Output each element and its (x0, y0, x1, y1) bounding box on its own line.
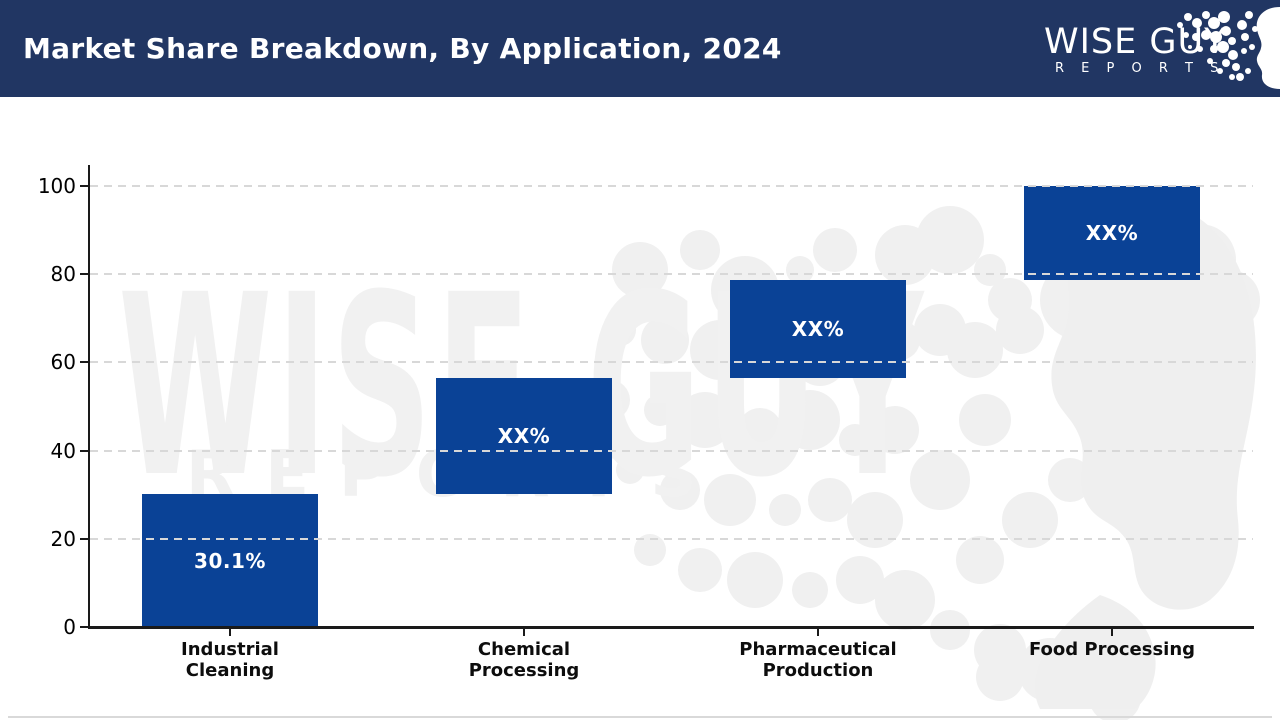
x-axis-line (88, 626, 1254, 629)
wise-guy-reports-logo: WISE GUY R E P O R T S (1044, 7, 1280, 89)
bar-value-label: 30.1% (194, 548, 266, 573)
logo-dots-face-icon (1177, 7, 1280, 89)
y-tick-label-20: 20 (50, 526, 76, 551)
category-label-2: Pharmaceutical Production (739, 639, 897, 681)
y-tick-label-0: 0 (63, 615, 76, 639)
y-tick-label-40: 40 (50, 438, 76, 463)
bar-value-label: XX% (1085, 221, 1139, 246)
y-tick-0 (80, 626, 88, 628)
category-label-0: Industrial Cleaning (181, 639, 279, 681)
bar-chemical-processing: XX% (436, 378, 612, 495)
x-tick-2 (817, 629, 819, 636)
bar-industrial-cleaning: 30.1% (142, 494, 318, 627)
logo-wordmark: WISE GUY (1044, 22, 1227, 62)
header-banner: Market Share Breakdown, By Application, … (0, 0, 1280, 97)
x-tick-0 (229, 629, 231, 636)
bar-food-processing: XX% (1024, 186, 1200, 281)
gridline-y-60 (90, 361, 1253, 364)
gridline-y-20 (90, 537, 1253, 540)
category-label-3: Food Processing (1028, 639, 1196, 660)
bottom-divider (8, 716, 1272, 718)
y-tick-100 (80, 185, 88, 187)
y-tick-40 (80, 449, 88, 452)
gridline-y-40 (90, 449, 1253, 452)
y-tick-label-100: 100 (37, 174, 76, 198)
y-tick-20 (80, 537, 88, 540)
category-label-1: Chemical Processing (468, 639, 580, 681)
bar-value-label: XX% (791, 317, 845, 342)
y-tick-80 (80, 273, 88, 276)
y-axis-line (88, 165, 90, 628)
x-tick-1 (523, 629, 525, 636)
chart-title: Market Share Breakdown, By Application, … (23, 32, 782, 65)
gridline-y-80 (90, 273, 1253, 276)
bar-pharmaceutical-production: XX% (730, 280, 906, 379)
x-tick-3 (1111, 629, 1113, 636)
gridline-y-100 (90, 185, 1253, 187)
y-tick-60 (80, 361, 88, 364)
y-tick-label-80: 80 (50, 262, 76, 287)
bar-value-label: XX% (497, 424, 551, 449)
logo-subtext: R E P O R T S (1055, 61, 1225, 76)
y-tick-label-60: 60 (50, 350, 76, 375)
